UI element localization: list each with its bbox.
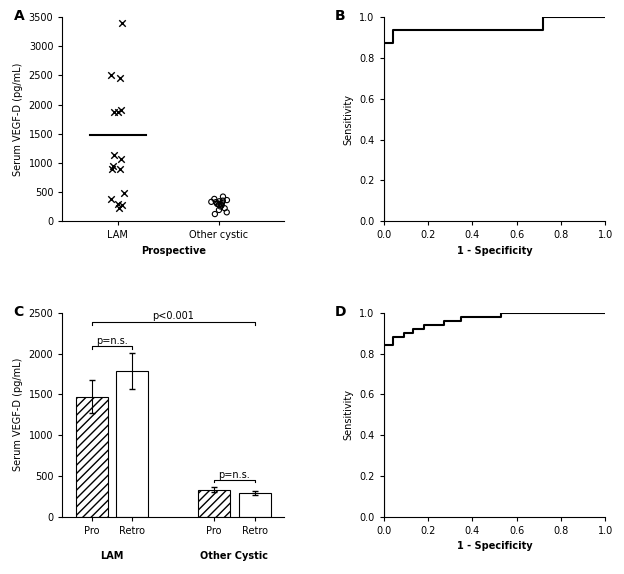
Point xyxy=(109,150,119,159)
Text: A: A xyxy=(14,9,24,23)
Point xyxy=(108,161,118,170)
Point xyxy=(113,199,123,208)
Point xyxy=(113,107,123,116)
X-axis label: Prospective: Prospective xyxy=(140,246,206,255)
Point xyxy=(214,205,224,215)
Point xyxy=(107,164,117,173)
Point xyxy=(116,106,126,115)
Point xyxy=(115,165,125,174)
Point xyxy=(211,197,221,207)
Text: p=n.s.: p=n.s. xyxy=(218,470,250,479)
Text: LAM: LAM xyxy=(100,551,124,561)
Point xyxy=(106,195,116,204)
Text: p<0.001: p<0.001 xyxy=(152,311,194,321)
Point xyxy=(117,201,127,210)
Point xyxy=(212,199,222,208)
Point xyxy=(215,202,225,211)
Bar xyxy=(198,490,230,517)
Point xyxy=(218,192,228,201)
X-axis label: 1 - Specificity: 1 - Specificity xyxy=(457,246,532,255)
Bar xyxy=(116,371,149,517)
Point xyxy=(117,18,127,28)
Point xyxy=(216,200,226,209)
X-axis label: 1 - Specificity: 1 - Specificity xyxy=(457,541,532,551)
Point xyxy=(117,154,127,164)
Point xyxy=(222,208,232,217)
Point xyxy=(217,199,227,208)
Point xyxy=(218,196,228,205)
Y-axis label: Serum VEGF-D (pg/mL): Serum VEGF-D (pg/mL) xyxy=(13,63,23,176)
Point xyxy=(106,71,116,80)
Point xyxy=(207,197,217,207)
Point xyxy=(217,201,227,210)
Point xyxy=(115,74,125,83)
Point xyxy=(209,195,219,204)
Y-axis label: Sensitivity: Sensitivity xyxy=(344,389,354,440)
Point xyxy=(114,204,124,213)
Point xyxy=(220,204,230,213)
Text: C: C xyxy=(14,305,24,319)
Bar xyxy=(239,494,271,517)
Y-axis label: Sensitivity: Sensitivity xyxy=(344,94,354,145)
Text: p=n.s.: p=n.s. xyxy=(96,336,128,346)
Bar xyxy=(76,397,107,517)
Point xyxy=(212,199,222,208)
Y-axis label: Serum VEGF-D (pg/mL): Serum VEGF-D (pg/mL) xyxy=(13,358,23,471)
Text: D: D xyxy=(335,305,346,319)
Point xyxy=(119,188,129,197)
Point xyxy=(210,210,220,219)
Point xyxy=(215,197,225,206)
Text: B: B xyxy=(335,9,346,23)
Point xyxy=(214,200,224,210)
Point xyxy=(109,107,119,117)
Text: Other Cystic: Other Cystic xyxy=(200,551,268,561)
Point xyxy=(222,196,232,205)
